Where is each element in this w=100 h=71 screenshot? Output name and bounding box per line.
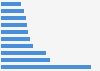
Bar <box>1 16 26 20</box>
Bar <box>1 9 24 13</box>
Bar <box>1 44 33 48</box>
Bar <box>1 23 27 27</box>
Bar <box>1 30 28 34</box>
Bar <box>1 37 30 41</box>
Bar <box>1 2 21 6</box>
Bar <box>1 65 92 69</box>
Bar <box>1 58 50 62</box>
Bar <box>1 51 46 55</box>
